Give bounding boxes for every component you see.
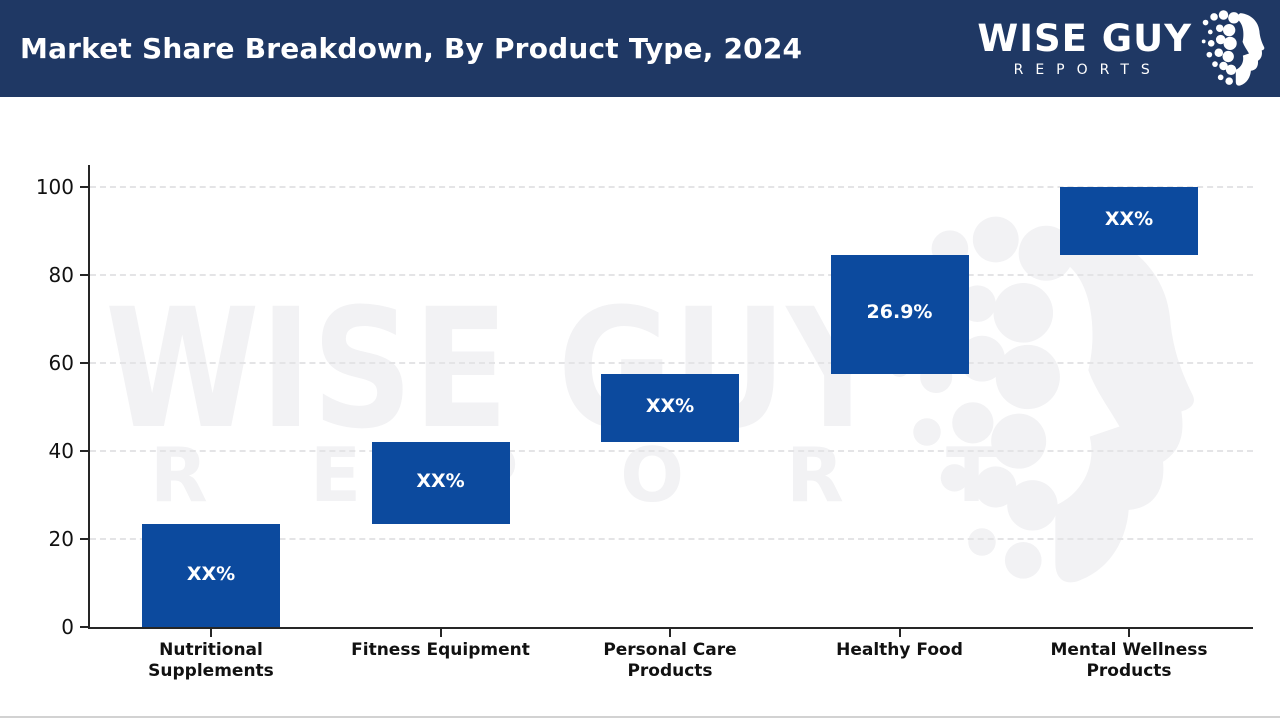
footer-divider <box>0 716 1280 718</box>
y-tick <box>80 626 88 628</box>
y-tick <box>80 186 88 188</box>
bar-label: XX% <box>416 470 465 493</box>
wiseguy-logo-text: WISE GUY REPORTS <box>977 20 1192 77</box>
x-tick <box>898 629 901 637</box>
bar <box>1060 187 1198 256</box>
y-tick <box>80 274 88 276</box>
y-tick <box>80 450 88 452</box>
header: Market Share Breakdown, By Product Type,… <box>0 0 1280 97</box>
x-tick <box>669 629 671 637</box>
y-tick-label: 100 <box>35 175 74 199</box>
bar <box>830 255 969 374</box>
x-axis-label: Healthy Food <box>836 640 963 660</box>
watermark-wiseguy-text: WISE GUY <box>105 273 889 465</box>
y-tick-label: 60 <box>48 351 74 375</box>
page-title: Market Share Breakdown, By Product Type,… <box>20 32 803 65</box>
y-tick-label: 80 <box>48 263 74 287</box>
y-tick <box>80 538 88 540</box>
gridline <box>90 186 1253 188</box>
bar-label: XX% <box>1104 208 1154 231</box>
wiseguy-logo-name: WISE GUY <box>977 17 1192 60</box>
bar <box>142 524 280 627</box>
x-tick <box>1128 629 1130 637</box>
y-axis-spine <box>88 165 90 629</box>
x-tick <box>210 629 212 637</box>
x-axis-label: Fitness Equipment <box>351 640 530 660</box>
x-tick <box>439 629 442 637</box>
bar-label: XX% <box>645 394 695 417</box>
y-tick <box>80 362 88 364</box>
x-axis-spine <box>88 627 1253 629</box>
wiseguy-head-icon <box>1201 9 1265 86</box>
wiseguy-logo: WISE GUY REPORTS <box>977 9 1266 89</box>
x-axis-label: Nutritional Supplements <box>148 640 274 681</box>
bar <box>601 373 739 443</box>
bar <box>371 442 510 525</box>
gridline <box>90 450 1253 452</box>
x-axis-label: Mental Wellness Products <box>1050 640 1208 681</box>
wiseguy-logo-sub: REPORTS <box>1013 62 1162 78</box>
x-axis-label: Personal Care Products <box>603 640 737 681</box>
y-tick-label: 20 <box>48 527 74 551</box>
gridline <box>90 362 1253 364</box>
y-tick-label: 0 <box>61 615 74 639</box>
gridline <box>90 274 1253 276</box>
bar-label: 26.9% <box>866 301 933 324</box>
gridline <box>90 538 1253 540</box>
y-tick-label: 40 <box>48 439 74 463</box>
bar-label: XX% <box>186 562 236 585</box>
